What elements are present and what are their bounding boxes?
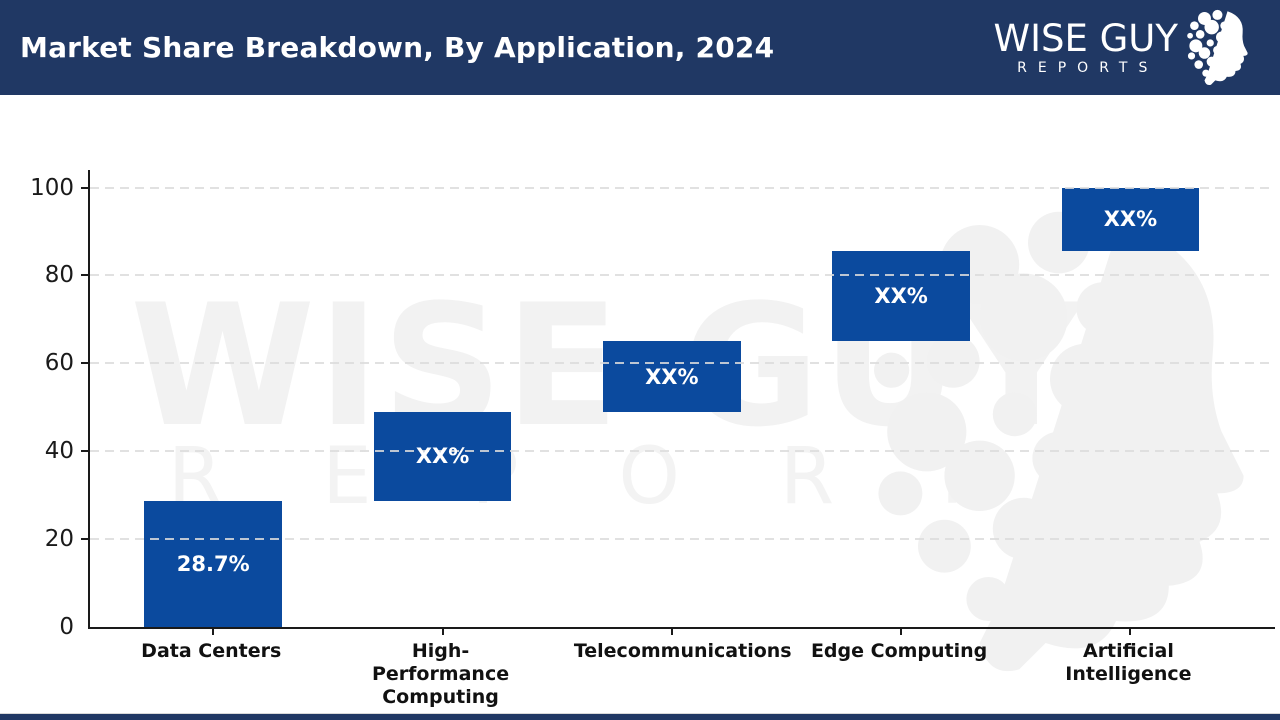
gridline	[90, 186, 1275, 189]
y-axis-tick	[81, 362, 88, 365]
category-label-line: Computing	[382, 686, 499, 709]
plot-area: 28.7% XX% XX% XX% XX%	[81, 170, 1275, 635]
y-axis-tick-label: 40	[44, 438, 74, 465]
bar-data-centers	[144, 500, 283, 627]
header-bar: Market Share Breakdown, By Application, …	[0, 0, 1280, 95]
y-axis-tick	[81, 538, 88, 541]
footer-divider	[0, 713, 1280, 714]
logo-wordmark-line2: REPORTS	[1017, 60, 1159, 76]
x-axis-tick	[212, 627, 215, 635]
logo-head-icon	[1187, 9, 1248, 85]
y-axis-tick-label: 80	[44, 262, 74, 289]
category-label: Telecommunications	[573, 640, 792, 662]
x-axis-tick	[900, 627, 903, 635]
bar-value-label: 28.7%	[176, 551, 250, 576]
bar-value-label: XX%	[874, 284, 928, 309]
page-title: Market Share Breakdown, By Application, …	[20, 31, 775, 64]
gridline	[90, 362, 1275, 365]
y-axis-tick	[81, 450, 88, 453]
bar-high-performance-computing	[373, 411, 512, 501]
footer-bar	[0, 714, 1280, 720]
category-label: Edge Computing	[810, 640, 988, 662]
logo-wordmark: WISE GUY REPORTS	[994, 20, 1178, 75]
logo-wordmark-line1: WISE GUY	[993, 17, 1178, 60]
y-axis-tick-label: 100	[30, 174, 74, 201]
category-label: Data Centers	[141, 640, 282, 662]
bar-telecommunications	[602, 341, 741, 412]
category-label: High-Performance Computing	[345, 640, 537, 710]
brand-logo: WISE GUY REPORTS	[994, 7, 1252, 89]
x-axis-tick	[670, 627, 673, 635]
bar-artificial-intelligence	[1061, 187, 1200, 252]
watermark-head-icon	[874, 211, 1244, 672]
gridline	[90, 538, 1275, 541]
bar-value-label: XX%	[415, 444, 470, 469]
category-label: Artificial Intelligence	[1032, 640, 1224, 686]
y-axis-tick-label: 0	[59, 614, 74, 640]
bar-value-label: XX%	[1103, 207, 1158, 232]
category-label-line: Artificial	[1082, 640, 1174, 662]
category-label-line: High-Performance	[371, 640, 510, 686]
category-label-line: Intelligence	[1065, 663, 1192, 686]
y-axis-tick-label: 20	[44, 526, 74, 553]
bar-value-label: XX%	[645, 364, 699, 389]
gridline	[90, 274, 1275, 277]
y-axis-tick	[81, 274, 88, 277]
x-axis-tick	[441, 627, 444, 635]
x-axis-tick	[1129, 627, 1132, 635]
bar-edge-computing	[832, 251, 971, 342]
gridline	[90, 450, 1275, 453]
y-axis-tick-label: 60	[44, 350, 74, 377]
y-axis-tick	[81, 186, 88, 189]
